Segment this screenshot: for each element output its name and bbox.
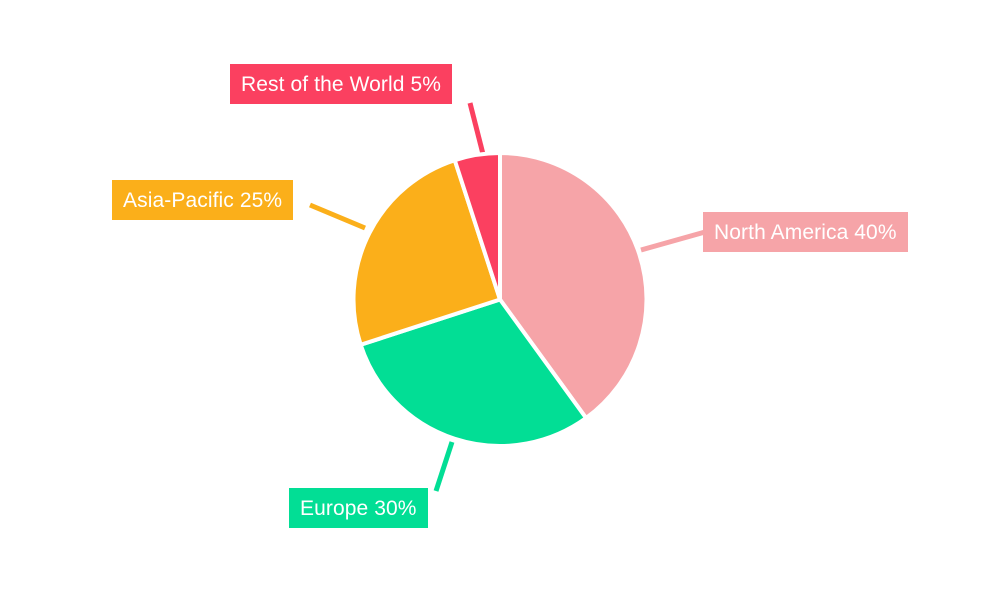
pie-slice-rest-of-the-world[interactable]	[452, 151, 502, 302]
pie-slice-north-america[interactable]	[498, 151, 649, 421]
leader-line-europe	[433, 441, 455, 492]
pie-label-text-europe: Europe 30%	[300, 496, 417, 520]
pie-slice-asia-pacific[interactable]	[351, 158, 502, 347]
pie-slices	[351, 151, 649, 448]
leader-lines	[309, 102, 706, 492]
pie-label-north-america: North America 40%	[703, 212, 908, 252]
pie-slice-europe[interactable]	[358, 297, 589, 448]
leader-line-asia-pacific	[309, 202, 366, 231]
pie-label-text-asia-pacific: Asia-Pacific 25%	[123, 188, 283, 212]
pie-label-europe: Europe 30%	[289, 488, 428, 528]
leader-line-north-america	[640, 229, 706, 253]
pie-label-text-north-america: North America 40%	[714, 220, 897, 244]
pie-label-asia-pacific: Asia-Pacific 25%	[112, 180, 294, 220]
pie-label-rest-of-the-world: Rest of the World 5%	[230, 64, 453, 104]
pie-label-text-rest-of-the-world: Rest of the World 5%	[241, 72, 442, 96]
leader-line-rest-of-the-world	[467, 102, 487, 159]
